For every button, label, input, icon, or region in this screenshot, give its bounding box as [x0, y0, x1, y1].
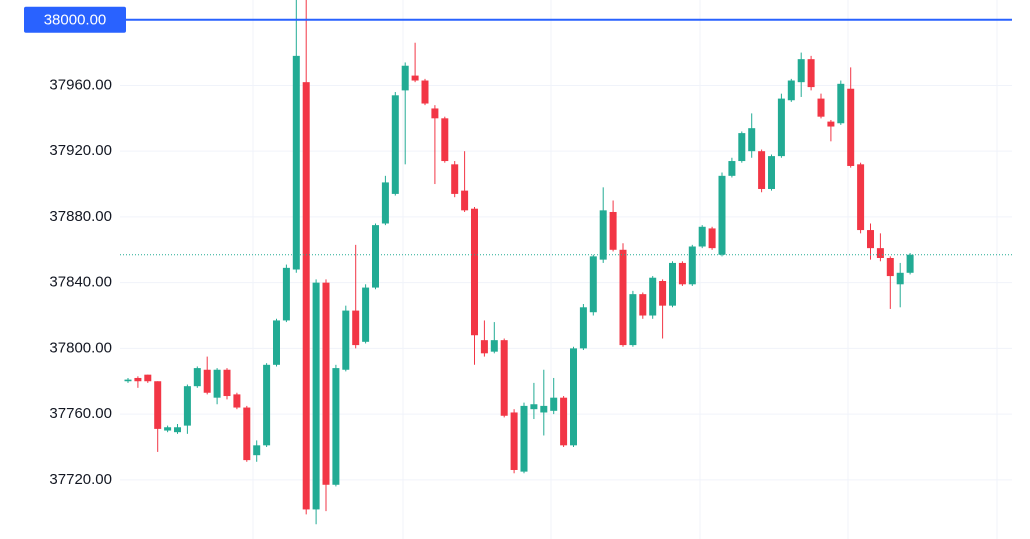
candle-body — [896, 272, 904, 285]
candle-body — [550, 397, 558, 411]
candle-body — [847, 88, 855, 166]
y-tick-label: 37760.00 — [49, 405, 112, 422]
candle-body — [698, 226, 706, 247]
candle-body — [609, 211, 617, 250]
candle-body — [164, 427, 172, 431]
candle-body — [748, 128, 756, 152]
candle-body — [411, 75, 419, 81]
candle-body — [599, 210, 607, 260]
candle-body — [768, 156, 775, 189]
candle-body — [134, 377, 142, 382]
candle-body — [718, 175, 726, 255]
y-tick-label: 37720.00 — [49, 471, 112, 488]
candle-body — [649, 277, 657, 316]
candle-body — [441, 118, 449, 162]
candle-body — [807, 59, 815, 88]
candle-body — [867, 230, 874, 249]
candle-body — [213, 369, 221, 398]
candle-body — [520, 405, 528, 472]
price-line-label: 38000.00 — [44, 12, 107, 29]
candle-body — [837, 83, 845, 124]
candle-body — [282, 267, 290, 321]
candle-body — [273, 320, 280, 365]
candle-body — [223, 369, 231, 397]
candle-body — [708, 228, 716, 249]
candle-body — [817, 98, 825, 117]
candle-body — [203, 369, 211, 393]
candle-body — [758, 151, 766, 189]
candle-body — [570, 348, 577, 446]
candle-body — [876, 248, 884, 258]
candle-body — [391, 95, 399, 194]
candle-body — [154, 381, 162, 429]
candle-body — [292, 55, 300, 270]
candle-body — [372, 225, 379, 288]
candle-body — [263, 364, 271, 446]
candle-body — [906, 254, 914, 273]
candle-body — [362, 287, 370, 342]
candle-body — [540, 405, 548, 413]
candle-body — [193, 368, 201, 387]
candle-body — [827, 121, 835, 127]
candle-body — [678, 262, 686, 285]
candle-body — [619, 249, 627, 346]
candle-body — [431, 108, 439, 119]
price-line-label-bg — [24, 6, 126, 33]
candle-body — [124, 379, 132, 382]
y-tick-label: 37800.00 — [49, 339, 112, 356]
candle-body — [560, 397, 568, 446]
candle-body — [233, 394, 241, 408]
candle-body — [669, 262, 676, 306]
candle-body — [510, 412, 518, 470]
candle-body — [144, 374, 152, 382]
candle-body — [461, 190, 469, 211]
candle-body — [639, 294, 647, 316]
candle-body — [332, 368, 340, 485]
y-tick-label: 37880.00 — [49, 208, 112, 225]
candle-body — [174, 427, 181, 433]
candle-body — [451, 164, 459, 194]
y-tick-label: 37840.00 — [49, 274, 112, 291]
y-tick-label: 37920.00 — [49, 142, 112, 159]
candle-body — [579, 307, 587, 349]
candle-body — [480, 340, 488, 354]
candle-body — [253, 445, 261, 456]
candle-body — [787, 80, 795, 101]
candle-body — [342, 310, 350, 370]
candle-body — [777, 98, 785, 157]
candle-body — [490, 340, 498, 352]
candle-body — [659, 281, 667, 306]
candle-body — [500, 340, 508, 416]
candle-body — [302, 82, 310, 510]
candle-body — [352, 310, 360, 346]
candle-body — [728, 161, 736, 176]
candle-body — [857, 164, 865, 231]
candle-body — [322, 282, 330, 485]
candle-body — [243, 407, 251, 461]
candle-body — [797, 59, 805, 83]
candle-body — [471, 208, 478, 336]
candle-body — [381, 182, 389, 224]
candle-body — [401, 65, 409, 91]
candle-body — [183, 386, 191, 426]
candle-body — [688, 246, 696, 285]
candle-body — [886, 257, 894, 277]
candle-body — [629, 294, 637, 346]
y-tick-label: 37960.00 — [49, 76, 112, 93]
candle-body — [738, 133, 746, 162]
candle-body — [312, 282, 320, 510]
candle-body — [530, 404, 538, 410]
candle-body — [589, 256, 597, 313]
candle-body — [421, 80, 429, 104]
